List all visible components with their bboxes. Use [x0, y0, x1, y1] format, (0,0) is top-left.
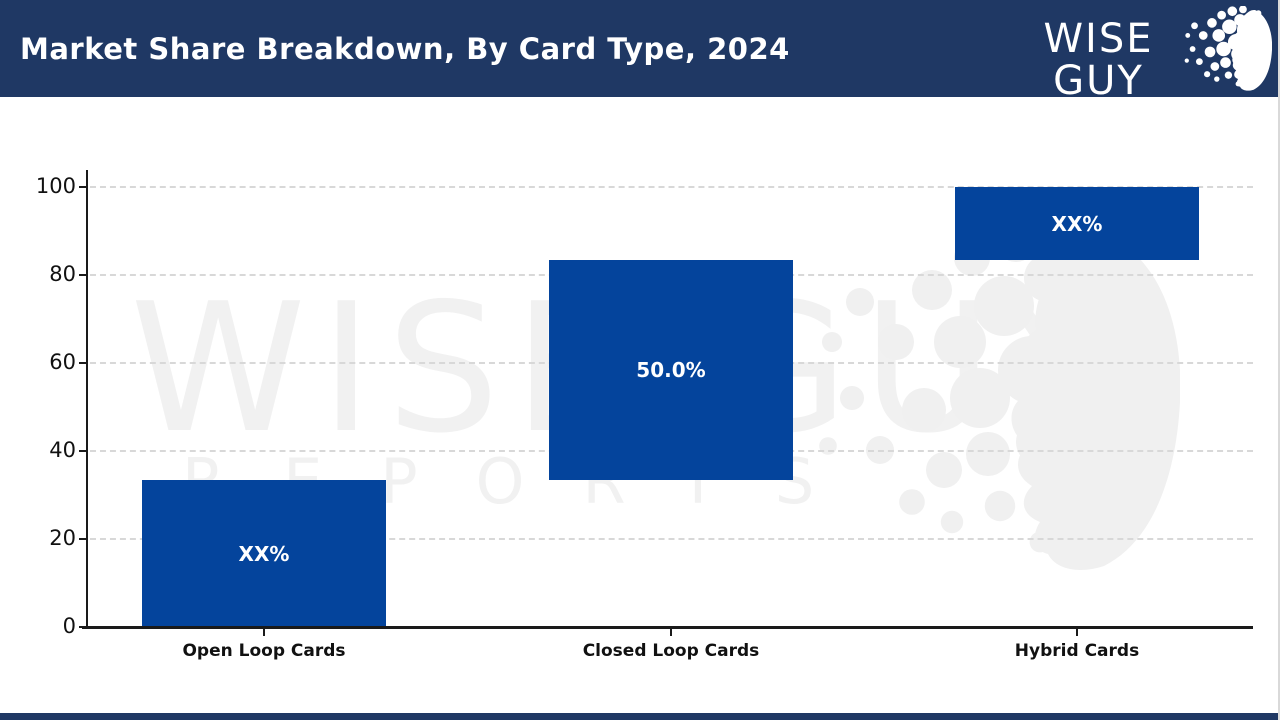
watermark-face-icon: [819, 218, 1180, 570]
x-category-label-1: Closed Loop Cards: [582, 641, 760, 661]
x-tick-1: [670, 627, 672, 636]
y-tick-label-0: 0: [62, 614, 76, 638]
footer-bar: [0, 713, 1278, 720]
x-tick-0: [263, 627, 265, 636]
bar-2: XX%: [955, 187, 1199, 261]
wiseguy-logo: WISE GUY REPORTS: [997, 4, 1272, 120]
header-banner: Market Share Breakdown, By Card Type, 20…: [0, 0, 1278, 120]
x-category-label-0: Open Loop Cards: [182, 641, 346, 661]
x-category-label-2: Hybrid Cards: [1014, 641, 1140, 661]
x-axis-spine: [82, 626, 1253, 629]
y-axis-spine: [86, 170, 88, 629]
logo-line-wise-guy: WISE GUY: [1043, 16, 1154, 104]
y-tick-40: [79, 450, 88, 452]
chart-title: Market Share Breakdown, By Card Type, 20…: [20, 31, 790, 66]
y-tick-60: [79, 362, 88, 364]
gridline-100: [90, 186, 1253, 188]
y-tick-label-20: 20: [49, 526, 76, 550]
y-tick-80: [79, 274, 88, 276]
bar-0: XX%: [142, 480, 386, 627]
bar-1: 50.0%: [549, 260, 793, 481]
y-tick-20: [79, 538, 88, 540]
bar-label-0: XX%: [238, 541, 290, 566]
gridline-20: [90, 538, 1253, 540]
y-tick-label-40: 40: [49, 438, 76, 462]
logo-line-reports: REPORTS: [1030, 104, 1173, 120]
bar-label-2: XX%: [1051, 211, 1103, 236]
y-tick-label-80: 80: [49, 262, 76, 286]
wiseguy-face-icon: [1184, 6, 1272, 91]
y-tick-label-100: 100: [35, 174, 76, 198]
x-tick-2: [1076, 627, 1078, 636]
bar-label-1: 50.0%: [636, 358, 706, 383]
y-tick-label-60: 60: [49, 350, 76, 374]
chart-area: WISE GUY REPORTS 0 20 40 60 80 100 XX% Open Loo…: [0, 97, 1278, 713]
logo-wordmark: WISE GUY REPORTS: [997, 18, 1200, 120]
y-tick-100: [79, 186, 88, 188]
